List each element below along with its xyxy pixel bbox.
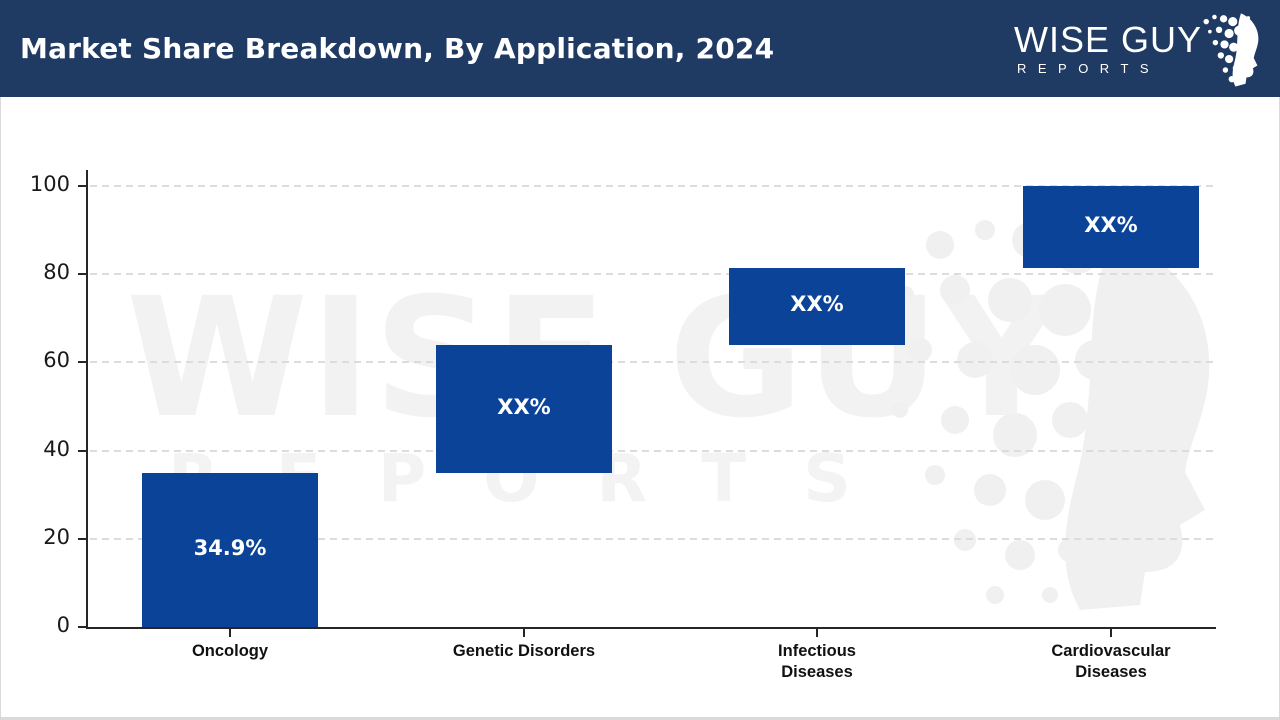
logo-text: WISE GUY REPORTS	[1013, 19, 1202, 76]
bar-infectious-diseases	[729, 267, 905, 345]
x-tick-2	[816, 629, 818, 637]
y-tick-label-20: 20	[43, 524, 70, 549]
x-tick-1	[523, 629, 525, 637]
x-axis	[86, 627, 1216, 629]
gridline-100	[90, 185, 1216, 187]
category-label: Oncology	[191, 642, 269, 660]
y-tick-60	[78, 361, 88, 364]
dotted-face-icon	[1203, 12, 1259, 86]
gridline-60	[90, 361, 1216, 364]
category-label: Genetic Disorders	[452, 642, 596, 660]
y-tick-40	[78, 449, 88, 452]
category-label: Cardiovascular Diseases	[1051, 642, 1171, 681]
y-tick-label-40: 40	[43, 436, 70, 461]
y-tick-0	[78, 626, 88, 628]
chart-title: Market Share Breakdown, By Application, …	[20, 32, 775, 65]
bar-genetic-disorders	[436, 344, 612, 474]
gridline-80	[90, 273, 1216, 276]
gridline-40	[90, 449, 1216, 452]
wise-guy-logo: WISE GUY REPORTS	[1014, 8, 1262, 90]
y-tick-20	[78, 537, 88, 540]
logo-wordmark: WISE GUY	[1013, 19, 1202, 60]
y-tick-label-0: 0	[56, 613, 70, 637]
y-tick-80	[78, 273, 88, 276]
bar-oncology	[142, 473, 318, 627]
bar-value-label: 34.9%	[193, 536, 267, 561]
x-tick-0	[229, 629, 231, 637]
y-tick-label-60: 60	[43, 348, 70, 373]
gridline-20	[90, 537, 1216, 540]
logo-subtext: REPORTS	[1016, 61, 1161, 76]
bar-value-label: XX%	[497, 394, 551, 419]
bar-value-label: XX%	[790, 292, 844, 317]
category-label: Infectious Diseases	[778, 642, 856, 681]
y-tick-label-80: 80	[43, 260, 70, 285]
y-tick-100	[78, 185, 88, 187]
x-tick-3	[1110, 629, 1112, 637]
header-bar: Market Share Breakdown, By Application, …	[0, 0, 1280, 97]
y-axis	[86, 170, 88, 629]
y-tick-label-100: 100	[29, 172, 70, 196]
bar-value-label: XX%	[1084, 212, 1138, 237]
